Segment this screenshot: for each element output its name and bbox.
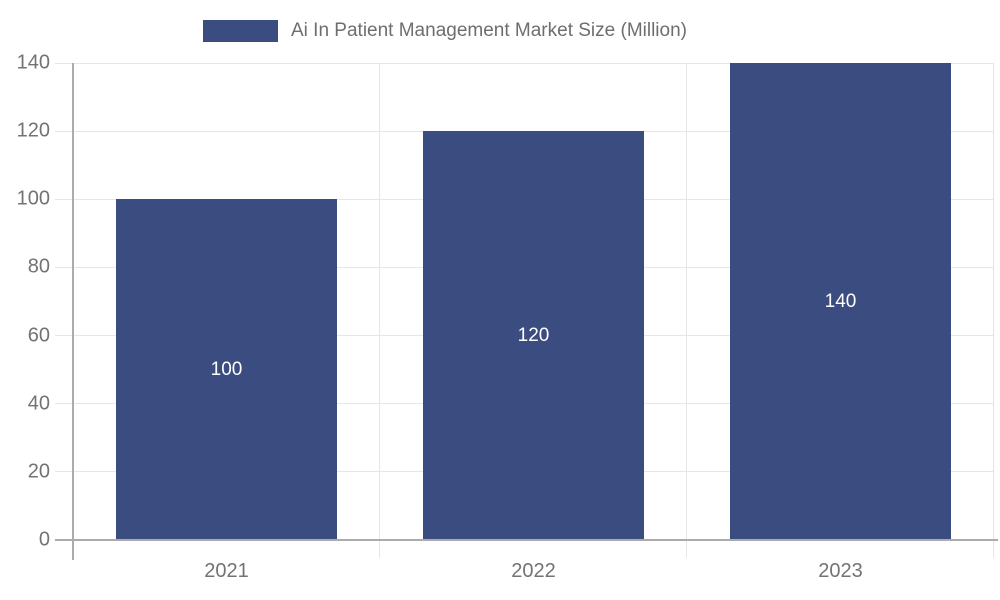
v-gridline-3	[993, 63, 994, 558]
v-gridline-2	[686, 63, 687, 558]
x-tick-label-2022: 2022	[511, 560, 556, 582]
v-gridline-1	[379, 63, 380, 558]
y-tick-label-40: 40	[27, 392, 50, 415]
h-gridline-140	[55, 62, 994, 64]
legend-label: Ai In Patient Management Market Size (Mi…	[291, 20, 687, 41]
y-axis-line	[72, 63, 74, 560]
x-tick-label-2021: 2021	[204, 560, 249, 582]
bar-value-label-2023: 140	[824, 290, 857, 312]
y-tick-label-0: 0	[38, 528, 50, 551]
y-tick-label-120: 120	[16, 119, 50, 142]
bar-2022: 120	[423, 131, 644, 540]
y-tick-label-140: 140	[16, 51, 50, 74]
legend-swatch-icon	[203, 20, 278, 42]
bar-2021: 100	[116, 199, 337, 540]
y-tick-label-20: 20	[27, 460, 50, 483]
x-axis-line	[55, 539, 998, 541]
bar-2023: 140	[730, 63, 951, 540]
y-tick-label-100: 100	[16, 187, 50, 210]
x-tick-label-2023: 2023	[818, 560, 863, 582]
y-tick-label-80: 80	[27, 255, 50, 278]
y-tick-label-60: 60	[27, 324, 50, 347]
chart-legend: Ai In Patient Management Market Size (Mi…	[203, 16, 687, 46]
bar-value-label-2021: 100	[210, 358, 243, 380]
bar-value-label-2022: 120	[517, 324, 550, 346]
plot-area: 100 120 140	[55, 62, 994, 558]
